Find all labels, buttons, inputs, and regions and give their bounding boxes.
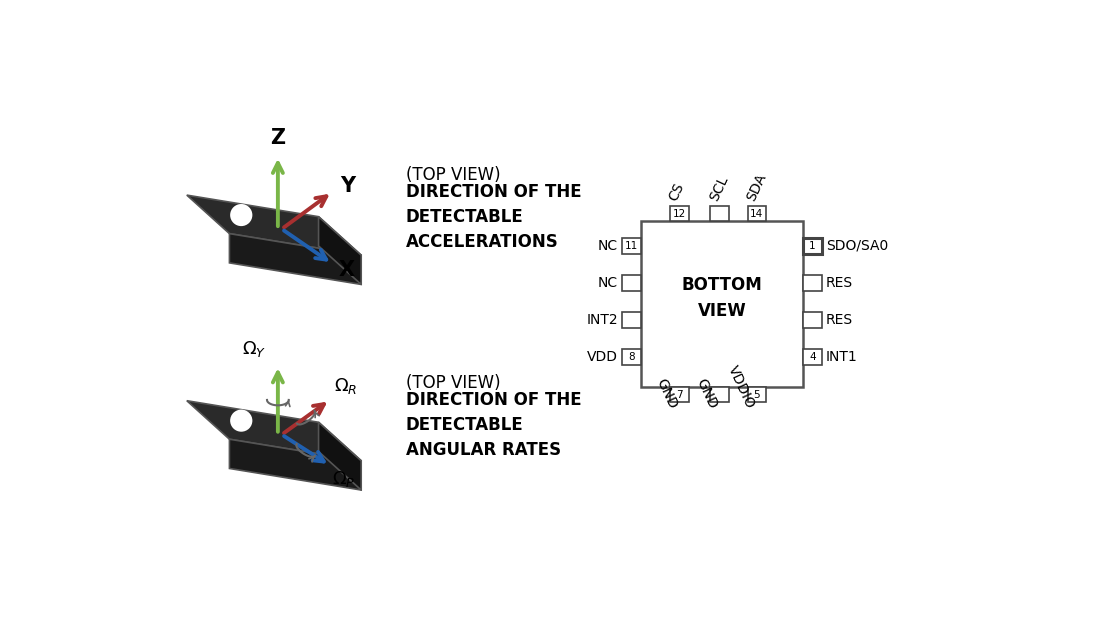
- Text: $\Omega_R$: $\Omega_R$: [333, 376, 358, 396]
- Bar: [711, 387, 728, 402]
- Text: $\Omega_Y$: $\Omega_Y$: [242, 339, 267, 359]
- Polygon shape: [319, 422, 361, 490]
- Bar: [804, 275, 821, 291]
- Text: NC: NC: [598, 276, 618, 290]
- Text: 1: 1: [809, 241, 816, 251]
- Text: GND: GND: [653, 376, 680, 411]
- Bar: [747, 387, 766, 402]
- Text: DIRECTION OF THE
DETECTABLE
ANGULAR RATES: DIRECTION OF THE DETECTABLE ANGULAR RATE…: [406, 391, 581, 459]
- Polygon shape: [187, 195, 361, 255]
- Text: INT2: INT2: [587, 313, 618, 327]
- Text: X: X: [339, 260, 354, 280]
- Polygon shape: [187, 401, 361, 461]
- Text: SDO/SA0: SDO/SA0: [826, 239, 888, 253]
- Text: BOTTOM
VIEW: BOTTOM VIEW: [682, 276, 763, 320]
- Polygon shape: [319, 217, 361, 284]
- Text: $\Omega_P$: $\Omega_P$: [332, 469, 355, 489]
- Bar: [670, 206, 689, 221]
- Circle shape: [231, 411, 251, 431]
- Polygon shape: [229, 234, 361, 284]
- Polygon shape: [229, 439, 361, 490]
- Bar: [711, 206, 728, 221]
- Text: 14: 14: [751, 209, 764, 219]
- Text: 12: 12: [673, 209, 686, 219]
- Text: 8: 8: [628, 352, 634, 362]
- Bar: [622, 349, 641, 364]
- Text: Y: Y: [340, 176, 355, 196]
- Bar: [622, 275, 641, 291]
- Bar: [670, 387, 689, 402]
- Text: (TOP VIEW): (TOP VIEW): [406, 166, 500, 184]
- Bar: [641, 221, 804, 387]
- Text: RES: RES: [826, 276, 852, 290]
- Text: 4: 4: [809, 352, 816, 362]
- Text: VDDIO: VDDIO: [725, 364, 757, 411]
- Text: 5: 5: [754, 389, 761, 399]
- Text: INT1: INT1: [826, 350, 858, 364]
- Bar: [804, 349, 821, 364]
- Text: SCL: SCL: [707, 173, 731, 203]
- Text: SDA: SDA: [744, 171, 769, 203]
- Bar: [622, 312, 641, 328]
- Text: RES: RES: [826, 313, 852, 327]
- Bar: [804, 238, 821, 254]
- Text: 11: 11: [624, 241, 638, 251]
- Circle shape: [231, 205, 251, 225]
- Text: (TOP VIEW): (TOP VIEW): [406, 374, 500, 392]
- Text: DIRECTION OF THE
DETECTABLE
ACCELERATIONS: DIRECTION OF THE DETECTABLE ACCELERATION…: [406, 182, 581, 251]
- Text: GND: GND: [693, 376, 720, 411]
- Text: Z: Z: [270, 128, 286, 148]
- Text: 7: 7: [676, 389, 683, 399]
- Text: NC: NC: [598, 239, 618, 253]
- Bar: [622, 238, 641, 254]
- Bar: [804, 312, 821, 328]
- Text: CS: CS: [666, 180, 687, 203]
- Bar: [747, 206, 766, 221]
- Text: VDD: VDD: [587, 350, 618, 364]
